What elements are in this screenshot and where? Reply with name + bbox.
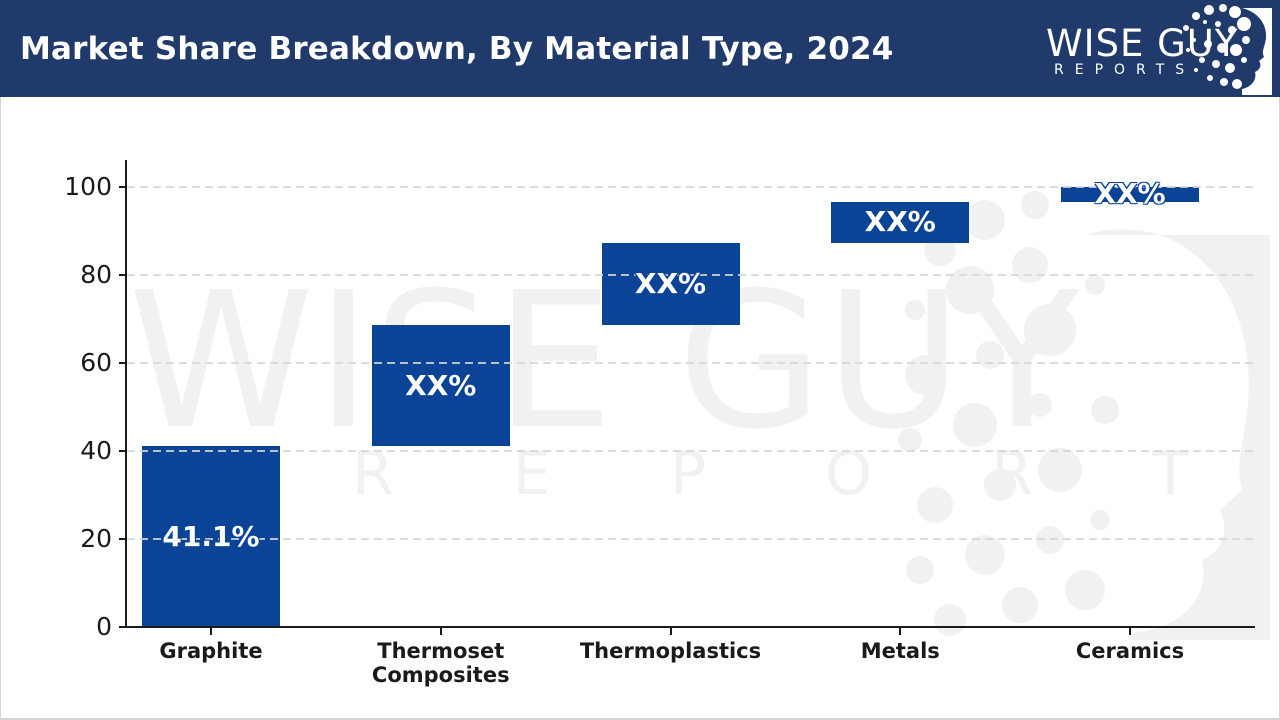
chart-title: Market Share Breakdown, By Material Type… xyxy=(20,30,894,67)
bar-metals xyxy=(831,201,970,243)
ytick-label-0: 0 xyxy=(96,612,112,641)
ytick-mark-100 xyxy=(119,186,127,188)
gridline-60 xyxy=(127,362,1255,364)
bar-label-graphite: 41.1% xyxy=(162,519,260,553)
category-label-graphite: Graphite xyxy=(159,639,263,663)
gridline-20 xyxy=(127,538,1255,540)
logo-face-icon xyxy=(1183,4,1272,95)
ytick-mark-20 xyxy=(119,538,127,540)
ytick-mark-0 xyxy=(119,626,127,628)
watermark-head-icon xyxy=(898,191,1270,640)
bar-label-ceramics: XX% xyxy=(1094,177,1166,211)
category-label-thermoset-composites: Thermoset Composites xyxy=(371,639,510,688)
y-axis-line xyxy=(125,160,127,628)
xtick-mark-thermoset-composites xyxy=(439,627,442,635)
category-label-metals: Metals xyxy=(860,639,940,663)
wiseguy-logo: WISE GUY REPORTS xyxy=(1018,0,1272,97)
category-label-thermoplastics: Thermoplastics xyxy=(579,639,762,663)
ytick-label-100: 100 xyxy=(64,172,112,201)
ytick-label-60: 60 xyxy=(80,348,112,377)
ytick-mark-60 xyxy=(119,362,127,364)
xtick-mark-thermoplastics xyxy=(669,627,672,635)
gridline-100 xyxy=(127,186,1255,188)
bar-thermoset-composites xyxy=(371,325,510,447)
x-axis-line xyxy=(125,626,1255,628)
xtick-mark-metals xyxy=(899,627,902,635)
ytick-label-20: 20 xyxy=(80,524,112,553)
ytick-mark-40 xyxy=(119,450,127,452)
xtick-mark-graphite xyxy=(210,627,212,635)
gridline-40 xyxy=(127,450,1255,452)
xtick-mark-ceramics xyxy=(1129,627,1131,635)
gridline-80 xyxy=(127,274,1255,276)
bar-label-thermoset-composites: XX% xyxy=(405,368,477,402)
bar-graphite xyxy=(142,446,280,627)
bar-thermoplastics xyxy=(601,242,740,326)
logo-reports-text: REPORTS xyxy=(1054,62,1196,78)
ytick-label-40: 40 xyxy=(80,436,112,465)
header: Market Share Breakdown, By Material Type… xyxy=(0,0,1280,97)
ytick-mark-80 xyxy=(119,274,127,276)
category-label-ceramics: Ceramics xyxy=(1075,639,1185,663)
bar-label-metals: XX% xyxy=(864,205,936,239)
watermark-text-reports: R E P O R T S xyxy=(352,439,1280,509)
ytick-label-80: 80 xyxy=(80,260,112,289)
bar-label-thermoplastics: XX% xyxy=(634,267,707,301)
bar-ceramics xyxy=(1061,187,1199,202)
